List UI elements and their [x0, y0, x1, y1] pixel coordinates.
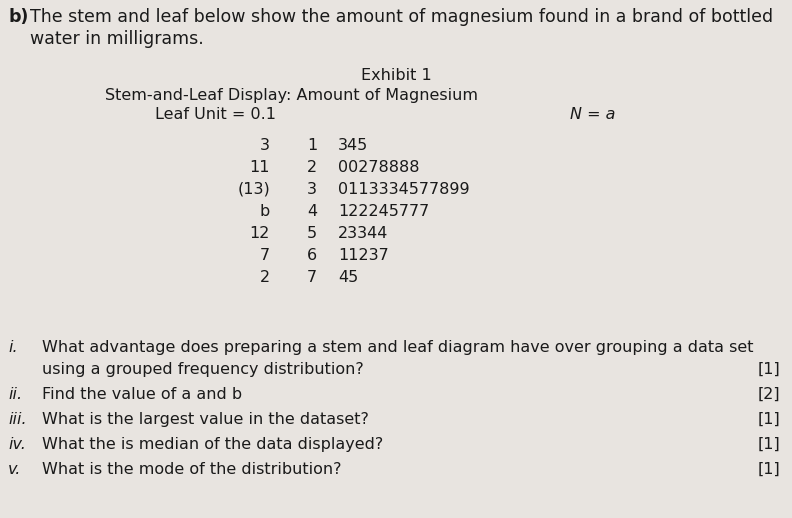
- Text: water in milligrams.: water in milligrams.: [30, 30, 204, 48]
- Text: Leaf Unit = 0.1: Leaf Unit = 0.1: [155, 107, 276, 122]
- Text: N = a: N = a: [570, 107, 615, 122]
- Text: 345: 345: [338, 138, 368, 153]
- Text: b: b: [260, 204, 270, 219]
- Text: 00278888: 00278888: [338, 160, 420, 175]
- Text: What the is median of the data displayed?: What the is median of the data displayed…: [42, 437, 383, 452]
- Text: ii.: ii.: [8, 387, 22, 402]
- Text: The stem and leaf below show the amount of magnesium found in a brand of bottled: The stem and leaf below show the amount …: [30, 8, 773, 26]
- Text: 5: 5: [307, 226, 317, 241]
- Text: Find the value of a and b: Find the value of a and b: [42, 387, 242, 402]
- Text: 11: 11: [249, 160, 270, 175]
- Text: What is the largest value in the dataset?: What is the largest value in the dataset…: [42, 412, 369, 427]
- Text: What advantage does preparing a stem and leaf diagram have over grouping a data : What advantage does preparing a stem and…: [42, 340, 753, 355]
- Text: 45: 45: [338, 270, 358, 285]
- Text: i.: i.: [8, 340, 17, 355]
- Text: iv.: iv.: [8, 437, 26, 452]
- Text: v.: v.: [8, 462, 21, 477]
- Text: 2: 2: [307, 160, 317, 175]
- Text: 7: 7: [260, 248, 270, 263]
- Text: 6: 6: [307, 248, 317, 263]
- Text: 2: 2: [260, 270, 270, 285]
- Text: using a grouped frequency distribution?: using a grouped frequency distribution?: [42, 362, 364, 377]
- Text: 23344: 23344: [338, 226, 388, 241]
- Text: 3: 3: [260, 138, 270, 153]
- Text: [1]: [1]: [757, 462, 780, 477]
- Text: 122245777: 122245777: [338, 204, 429, 219]
- Text: 11237: 11237: [338, 248, 389, 263]
- Text: Exhibit 1: Exhibit 1: [360, 68, 432, 83]
- Text: 1: 1: [307, 138, 317, 153]
- Text: What is the mode of the distribution?: What is the mode of the distribution?: [42, 462, 341, 477]
- Text: [1]: [1]: [757, 412, 780, 427]
- Text: Stem-and-Leaf Display: Amount of Magnesium: Stem-and-Leaf Display: Amount of Magnesi…: [105, 88, 478, 103]
- Text: 12: 12: [249, 226, 270, 241]
- Text: b): b): [8, 8, 29, 26]
- Text: 4: 4: [307, 204, 317, 219]
- Text: [1]: [1]: [757, 362, 780, 377]
- Text: (13): (13): [238, 182, 270, 197]
- Text: [2]: [2]: [757, 387, 780, 402]
- Text: [1]: [1]: [757, 437, 780, 452]
- Text: iii.: iii.: [8, 412, 27, 427]
- Text: 0113334577899: 0113334577899: [338, 182, 470, 197]
- Text: 3: 3: [307, 182, 317, 197]
- Text: 7: 7: [307, 270, 317, 285]
